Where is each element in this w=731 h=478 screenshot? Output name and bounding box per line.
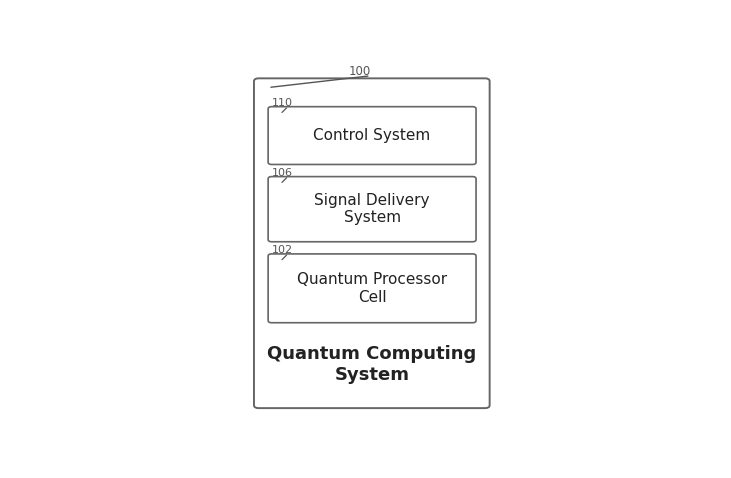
- FancyBboxPatch shape: [254, 78, 490, 408]
- FancyBboxPatch shape: [268, 176, 476, 242]
- FancyBboxPatch shape: [268, 254, 476, 323]
- Text: Control System: Control System: [314, 128, 431, 143]
- FancyBboxPatch shape: [268, 107, 476, 164]
- Text: Quantum Processor
Cell: Quantum Processor Cell: [297, 272, 447, 304]
- Text: 102: 102: [271, 245, 292, 255]
- Text: 100: 100: [349, 65, 371, 77]
- Text: Quantum Computing
System: Quantum Computing System: [267, 345, 477, 384]
- Text: 110: 110: [271, 98, 292, 108]
- Text: Signal Delivery
System: Signal Delivery System: [314, 193, 430, 226]
- Text: 106: 106: [271, 168, 292, 178]
